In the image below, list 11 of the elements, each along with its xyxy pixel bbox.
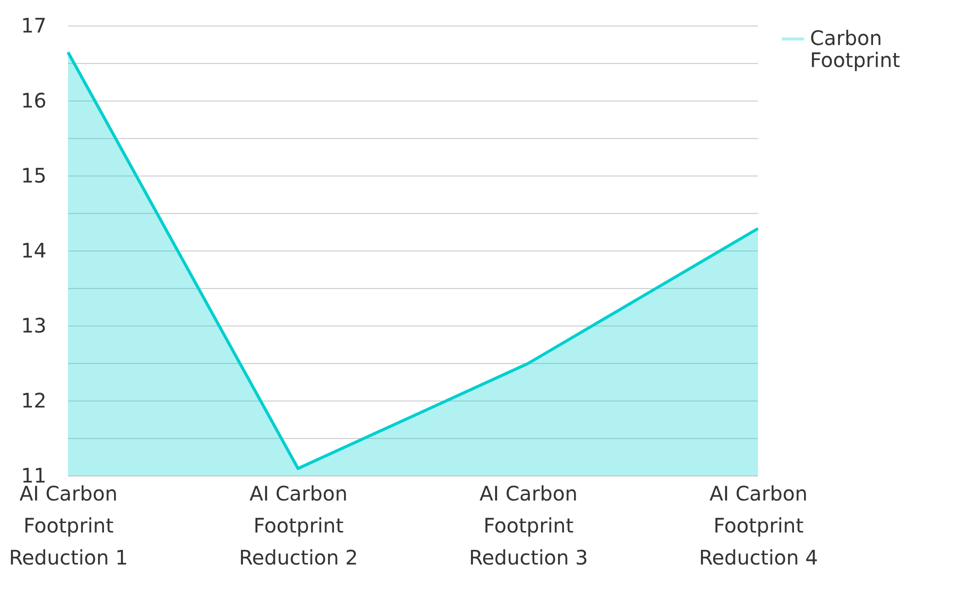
x-tick-label: AI Carbon Footprint Reduction 1 [8,482,128,570]
y-tick-label: 12 [21,388,46,412]
y-tick-label: 16 [21,88,46,112]
y-tick-label: 14 [21,238,46,262]
legend-label: Carbon Footprint [810,26,900,72]
x-tick-label: AI Carbon Footprint Reduction 2 [238,482,358,570]
y-tick-label: 15 [21,164,46,188]
y-tick-label: 13 [21,314,46,338]
y-tick-label: 17 [21,14,46,38]
x-tick-label: AI Carbon Footprint Reduction 3 [468,482,588,570]
x-tick-label: AI Carbon Footprint Reduction 4 [698,482,818,570]
